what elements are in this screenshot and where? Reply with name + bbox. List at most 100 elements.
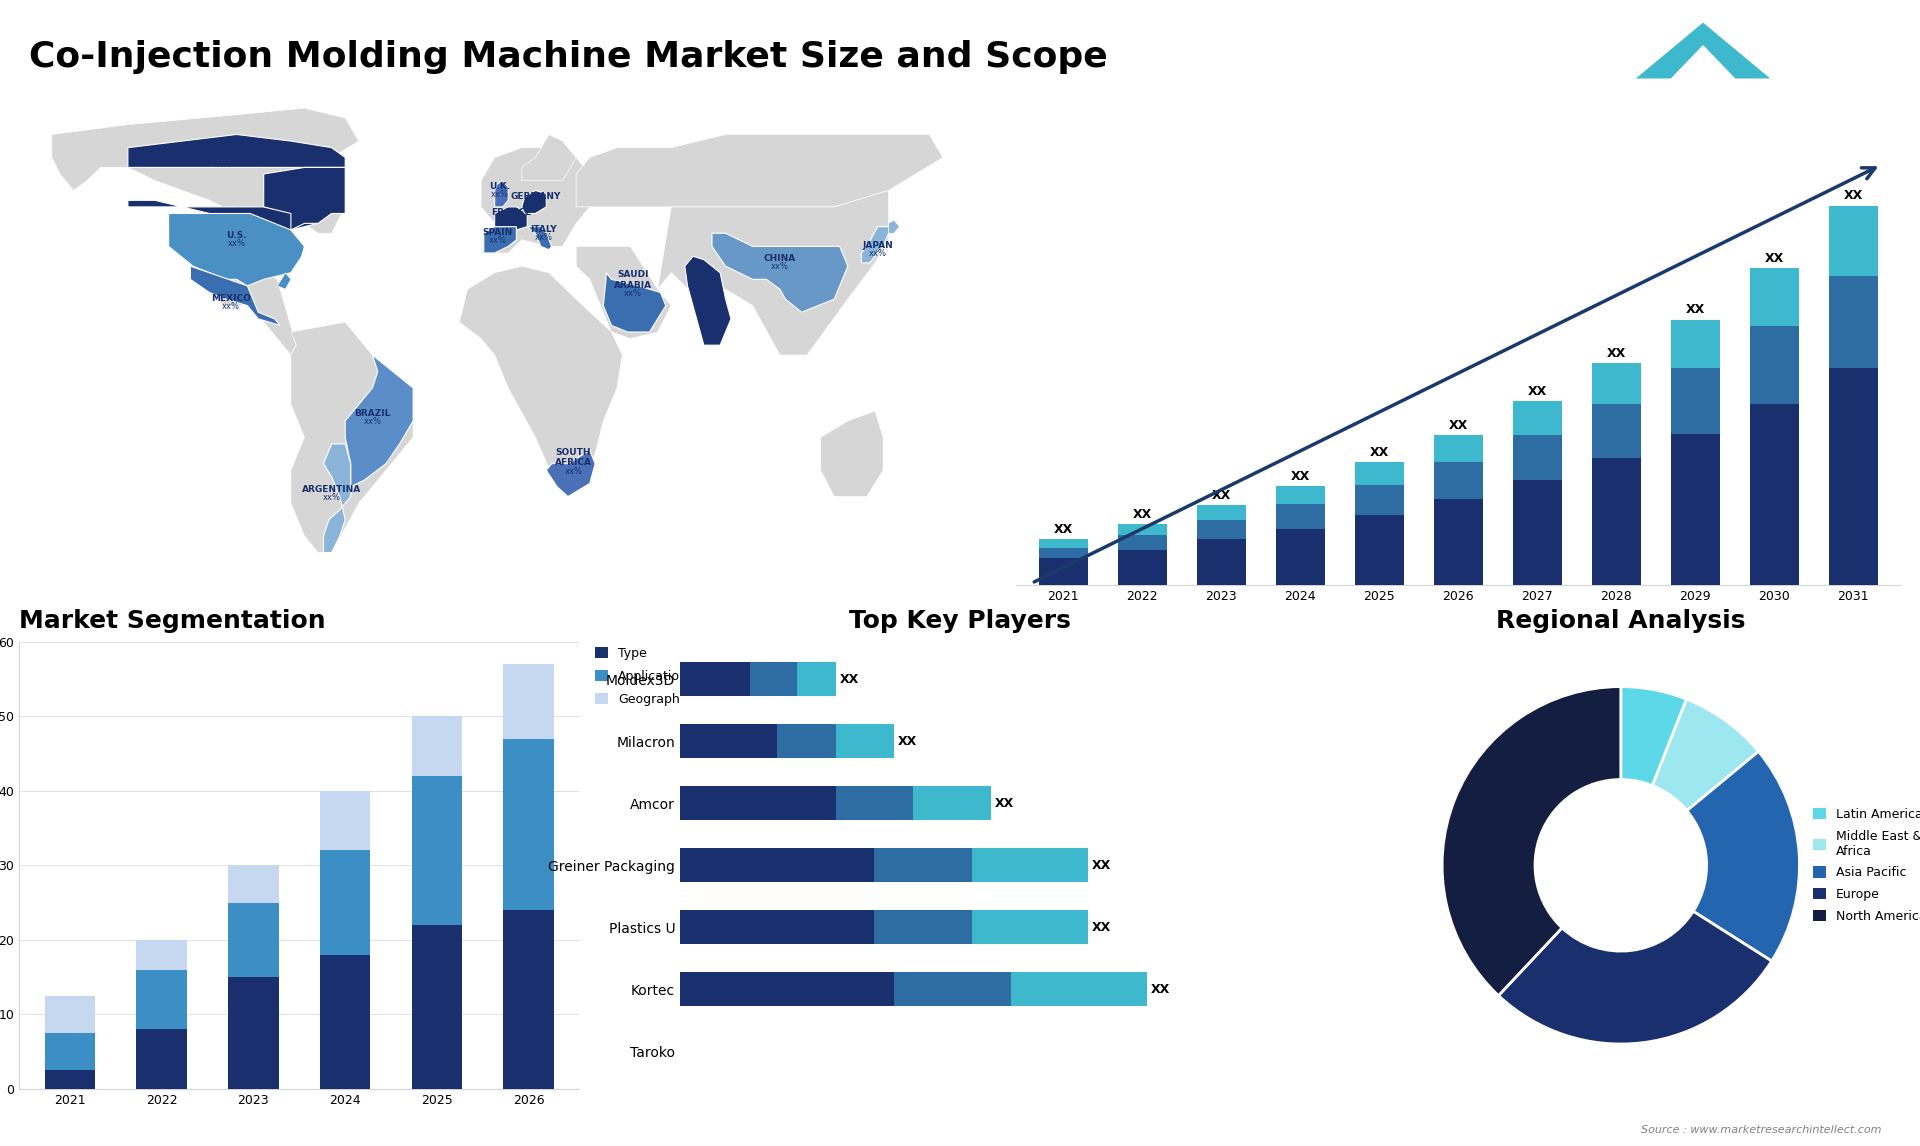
Text: xx%: xx%: [228, 240, 246, 249]
Text: JAPAN: JAPAN: [862, 241, 893, 250]
Bar: [1513, 401, 1561, 434]
Text: U.K.: U.K.: [490, 182, 511, 190]
Bar: [44, 1070, 96, 1089]
Text: XX: XX: [995, 796, 1014, 810]
Bar: [1749, 327, 1799, 403]
Text: xx%: xx%: [323, 493, 340, 502]
Bar: [1275, 486, 1325, 504]
Bar: [1592, 403, 1642, 458]
Bar: [1117, 535, 1167, 550]
Bar: [411, 925, 463, 1089]
Bar: [1196, 520, 1246, 540]
Polygon shape: [482, 148, 589, 253]
Text: xx%: xx%: [492, 190, 509, 199]
Bar: [503, 910, 553, 1089]
Text: FRANCE: FRANCE: [492, 209, 532, 217]
Bar: [136, 940, 186, 970]
Bar: [1117, 550, 1167, 586]
Polygon shape: [712, 234, 849, 312]
Bar: [1670, 320, 1720, 368]
Polygon shape: [323, 444, 351, 552]
Text: xx%: xx%: [868, 250, 887, 258]
Bar: [835, 786, 914, 821]
Bar: [1275, 504, 1325, 528]
Bar: [778, 724, 835, 759]
Bar: [1749, 403, 1799, 586]
Bar: [503, 739, 553, 910]
Legend: Type, Application, Geography: Type, Application, Geography: [591, 642, 693, 711]
Polygon shape: [495, 181, 509, 207]
Polygon shape: [52, 108, 359, 234]
Bar: [44, 1033, 96, 1070]
Bar: [44, 996, 96, 1033]
Bar: [680, 910, 874, 944]
Bar: [1117, 525, 1167, 535]
Polygon shape: [484, 227, 516, 253]
Bar: [1039, 548, 1089, 558]
Text: XX: XX: [1133, 508, 1152, 521]
Polygon shape: [659, 190, 889, 355]
Text: XX: XX: [1686, 304, 1705, 316]
Wedge shape: [1498, 911, 1772, 1044]
Bar: [972, 848, 1089, 882]
Text: xx%: xx%: [564, 466, 582, 476]
Text: xx%: xx%: [701, 296, 718, 305]
Text: xx%: xx%: [534, 233, 553, 242]
Polygon shape: [169, 213, 305, 285]
Text: XX: XX: [1450, 418, 1469, 432]
Bar: [797, 662, 835, 697]
Title: Regional Analysis: Regional Analysis: [1496, 609, 1745, 633]
Text: XX: XX: [1290, 470, 1309, 484]
Bar: [1356, 515, 1404, 586]
Text: INDIA: INDIA: [695, 288, 724, 296]
Text: ITALY: ITALY: [530, 225, 557, 234]
Text: xx%: xx%: [488, 236, 507, 245]
Polygon shape: [1636, 23, 1770, 78]
Bar: [228, 978, 278, 1089]
Text: xx%: xx%: [363, 417, 382, 426]
Bar: [1670, 433, 1720, 586]
Text: Source : www.marketresearchintellect.com: Source : www.marketresearchintellect.com: [1642, 1124, 1882, 1135]
Polygon shape: [522, 190, 547, 213]
Bar: [1010, 972, 1146, 1006]
Text: xx%: xx%: [223, 301, 240, 311]
Text: Co-Injection Molding Machine Market Size and Scope: Co-Injection Molding Machine Market Size…: [29, 40, 1108, 74]
Legend: Latin America, Middle East &
Africa, Asia Pacific, Europe, North America: Latin America, Middle East & Africa, Asi…: [1809, 803, 1920, 928]
Text: SOUTH
AFRICA: SOUTH AFRICA: [555, 448, 591, 468]
Bar: [1196, 505, 1246, 520]
Polygon shape: [889, 220, 899, 234]
Bar: [1039, 558, 1089, 586]
Bar: [1434, 434, 1482, 462]
Text: XX: XX: [839, 673, 858, 685]
Polygon shape: [129, 201, 319, 230]
Bar: [1830, 368, 1878, 586]
Text: MARKET: MARKET: [1789, 31, 1832, 40]
Wedge shape: [1653, 699, 1759, 810]
Bar: [1434, 462, 1482, 499]
Bar: [1749, 268, 1799, 327]
Bar: [1039, 540, 1089, 548]
Bar: [1670, 368, 1720, 433]
Wedge shape: [1442, 686, 1620, 996]
Text: CANADA: CANADA: [202, 152, 244, 162]
Polygon shape: [263, 167, 346, 230]
Bar: [751, 662, 797, 697]
Polygon shape: [820, 411, 883, 496]
Bar: [1592, 363, 1642, 403]
Bar: [136, 1029, 186, 1089]
Text: XX: XX: [899, 735, 918, 748]
Bar: [1434, 499, 1482, 586]
Text: MEXICO: MEXICO: [211, 293, 252, 303]
Wedge shape: [1620, 686, 1686, 785]
Bar: [411, 716, 463, 776]
Bar: [914, 786, 991, 821]
Bar: [1513, 480, 1561, 586]
Text: XX: XX: [1054, 523, 1073, 536]
Bar: [1513, 434, 1561, 480]
Polygon shape: [188, 266, 296, 355]
Text: GERMANY: GERMANY: [511, 191, 561, 201]
Polygon shape: [292, 322, 413, 552]
Text: xx%: xx%: [213, 160, 232, 170]
Text: XX: XX: [1150, 983, 1169, 996]
Bar: [503, 665, 553, 739]
